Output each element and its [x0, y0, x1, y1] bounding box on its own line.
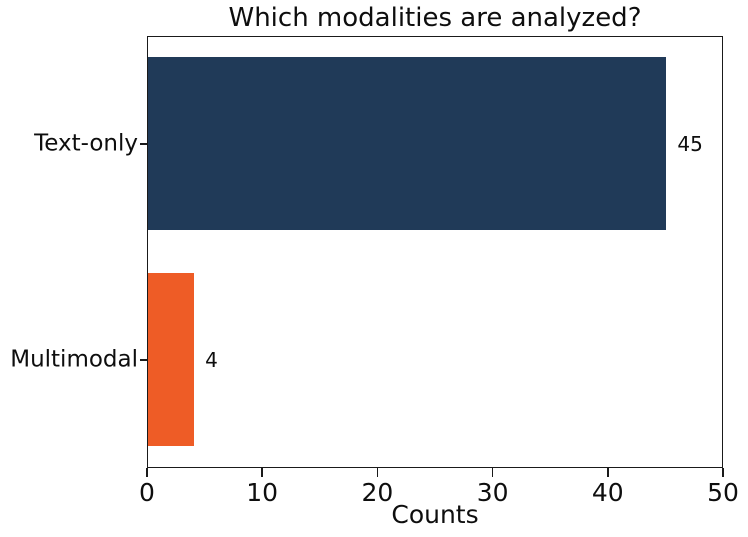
- x-tick-mark: [491, 468, 494, 477]
- y-tick-label-text-only: Text-only: [34, 130, 138, 157]
- bar-multimodal: [148, 273, 195, 446]
- x-tick-label: 0: [139, 478, 155, 507]
- y-tick-mark: [140, 143, 147, 145]
- chart-title: Which modalities are analyzed?: [228, 3, 642, 33]
- bar-text-only: [148, 57, 667, 230]
- x-tick-mark: [146, 468, 148, 477]
- bar-value-label: 4: [205, 348, 218, 372]
- x-tick-label: 40: [591, 478, 624, 507]
- x-tick-label: 20: [361, 478, 394, 507]
- x-tick-mark: [376, 468, 379, 477]
- x-tick-label: 30: [476, 478, 509, 507]
- y-tick-mark: [140, 359, 147, 361]
- y-tick-label-multimodal: Multimodal: [10, 346, 138, 373]
- bar-value-label: 45: [677, 132, 703, 156]
- x-tick-mark: [261, 468, 263, 477]
- plot-area: [147, 36, 723, 468]
- x-axis-label: Counts: [391, 500, 479, 529]
- x-tick-label: 50: [707, 478, 739, 507]
- x-tick-mark: [607, 468, 609, 477]
- x-tick-mark: [722, 468, 724, 477]
- x-tick-label: 10: [246, 478, 279, 507]
